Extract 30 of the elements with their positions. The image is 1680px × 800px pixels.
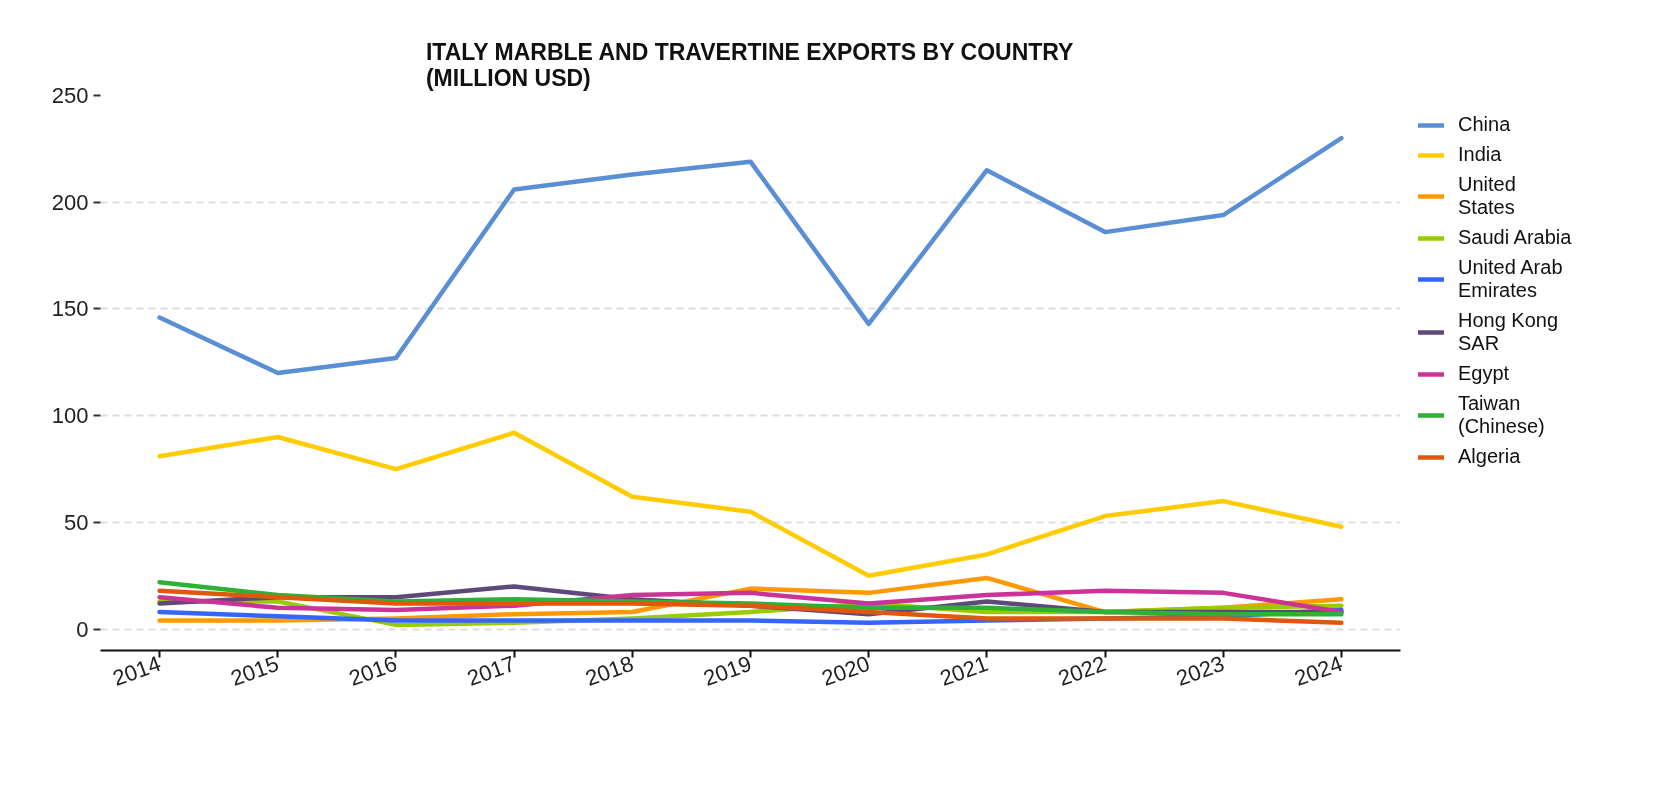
x-tick-label: 2015: [227, 650, 283, 692]
legend-label: United Arab Emirates: [1458, 256, 1563, 302]
legend-label: Algeria: [1458, 445, 1521, 468]
x-tick-label: 2024: [1291, 650, 1346, 692]
legend-label: India: [1458, 143, 1502, 166]
y-tick-label: 200: [51, 189, 89, 215]
x-tick-label: 2016: [345, 650, 401, 692]
x-tick-label: 2019: [700, 650, 755, 692]
y-tick-label: 100: [51, 403, 89, 429]
legend-label: Hong Kong SAR: [1458, 309, 1559, 355]
legend-label: Egypt: [1458, 362, 1510, 385]
x-tick-label: 2022: [1054, 650, 1110, 692]
x-tick-label: 2017: [463, 650, 519, 692]
legend-label: United States: [1458, 173, 1516, 219]
legend-label: Taiwan (Chinese): [1458, 392, 1545, 438]
y-tick-label: 0: [76, 616, 89, 642]
line-series: [157, 430, 1344, 579]
x-tick-label: 2018: [582, 650, 637, 692]
x-tick-label: 2014: [109, 650, 164, 692]
y-tick-label: 150: [51, 296, 89, 322]
line-series: [157, 588, 1344, 625]
line-series: [157, 135, 1344, 376]
y-tick-label: 50: [64, 509, 89, 535]
x-tick-label: 2021: [936, 650, 992, 692]
x-tick-label: 2023: [1172, 650, 1228, 692]
x-tick-label: 2020: [818, 650, 873, 692]
y-tick-label: 250: [51, 83, 89, 108]
legend-label: China: [1458, 113, 1511, 136]
chart-title: ITALY MARBLE AND TRAVERTINE EXPORTS BY COUNTRY (MILLION USD): [425, 38, 1074, 91]
legend-label: Saudi Arabia: [1458, 226, 1572, 249]
